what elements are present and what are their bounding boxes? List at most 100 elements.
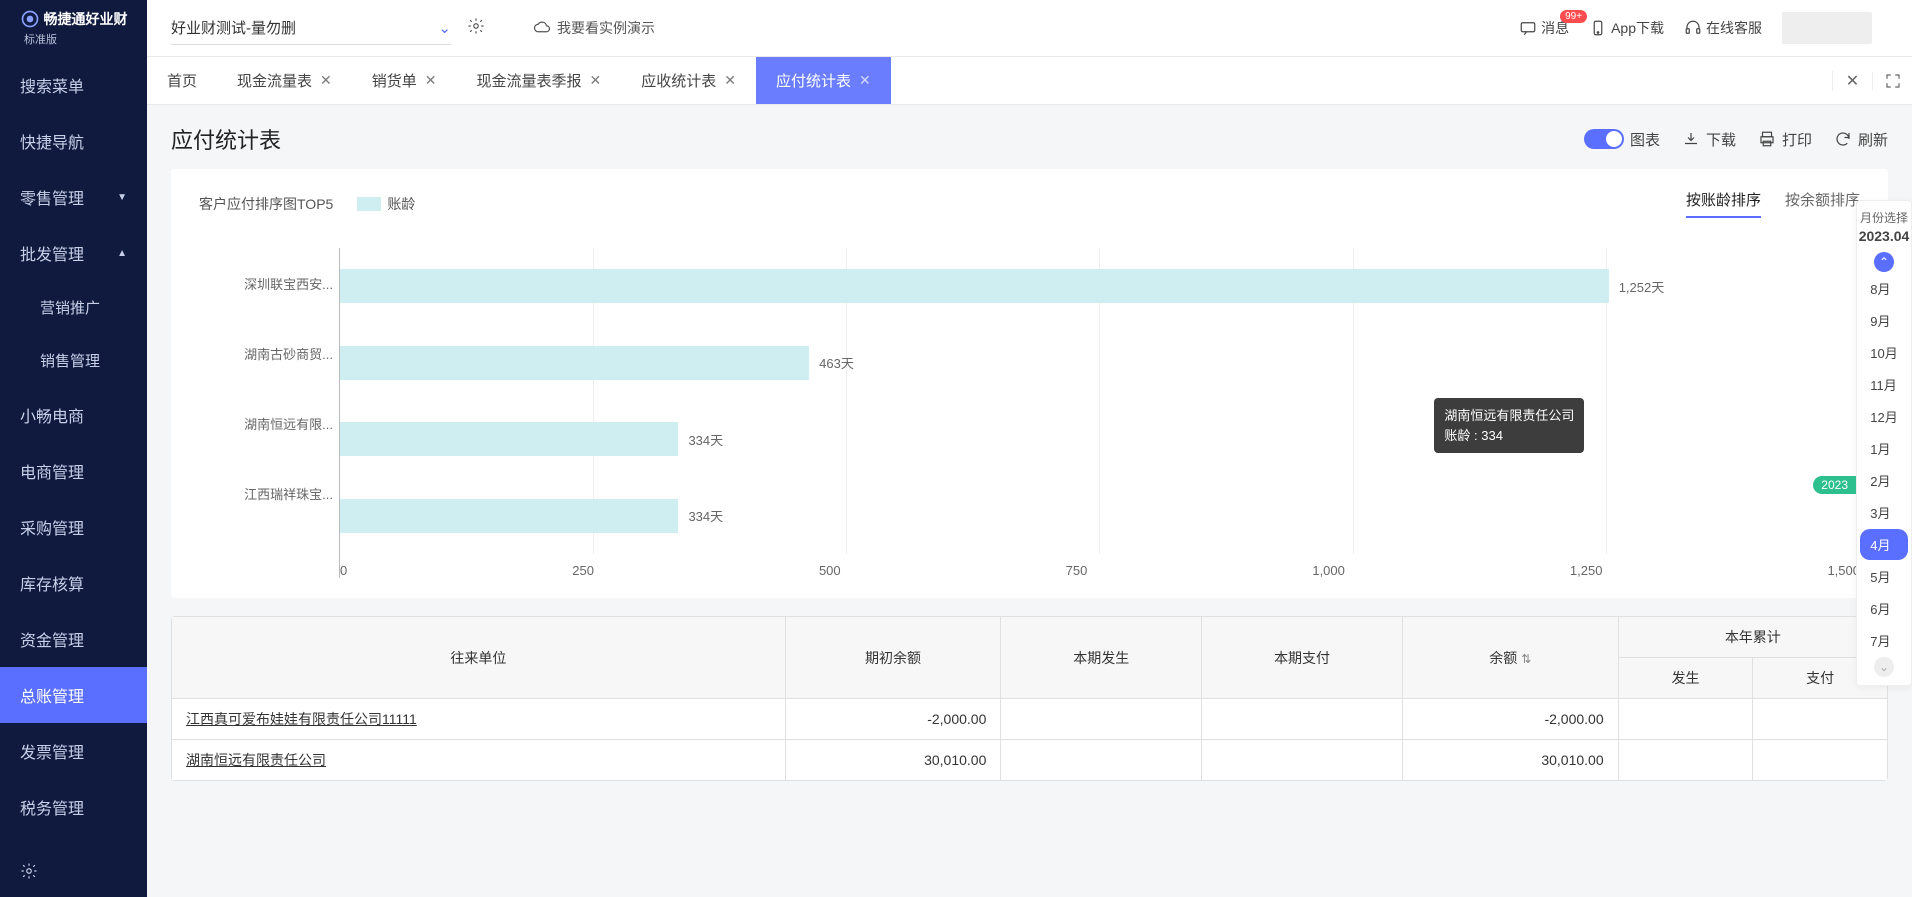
chart-plot: 1,252天463天334天334天 02505007501,0001,2501… (339, 248, 1860, 578)
app-download-link[interactable]: App下载 (1589, 18, 1664, 38)
rail-scroll-down[interactable]: ⌄ (1874, 657, 1894, 677)
col-balance[interactable]: 余额⇅ (1402, 617, 1618, 699)
fullscreen-toggle[interactable] (1872, 72, 1912, 90)
col-occur[interactable]: 本期发生 (1001, 617, 1202, 699)
sidebar-item[interactable]: 零售管理▼ (0, 169, 147, 225)
app-label: App下载 (1611, 18, 1664, 38)
sort-icon[interactable]: ⇅ (1521, 652, 1531, 666)
bar[interactable] (340, 499, 678, 533)
content: 首页现金流量表✕销货单✕现金流量表季报✕应收统计表✕应付统计表✕ ✕ 应付统计表… (147, 57, 1912, 897)
month-option[interactable]: 4月 (1860, 529, 1907, 560)
support-link[interactable]: 在线客服 (1684, 18, 1762, 38)
x-tick-label: 500 (819, 563, 841, 578)
close-all-tabs[interactable]: ✕ (1832, 71, 1872, 91)
messages-link[interactable]: 消息 99+ (1519, 18, 1569, 38)
col-opening[interactable]: 期初余额 (785, 617, 1001, 699)
print-button[interactable]: 打印 (1758, 129, 1812, 150)
sidebar-item[interactable]: 采购管理 (0, 499, 147, 555)
chart-toggle[interactable]: 图表 (1584, 129, 1660, 150)
month-option[interactable]: 5月 (1860, 561, 1907, 592)
bar[interactable] (340, 422, 678, 456)
sidebar-item[interactable]: 快捷导航 (0, 113, 147, 169)
download-icon (1682, 130, 1700, 148)
month-option[interactable]: 3月 (1860, 497, 1907, 528)
bar-category-label: 深圳联宝西安... (199, 274, 339, 293)
download-button[interactable]: 下载 (1682, 129, 1736, 150)
bar-category-label: 江西瑞祥珠宝... (199, 484, 339, 503)
page-title: 应付统计表 (171, 123, 281, 155)
unit-link[interactable]: 湖南恒远有限责任公司 (186, 752, 326, 768)
rail-scroll-up[interactable]: ⌃ (1874, 252, 1894, 272)
month-rail: 月份选择 2023.04 ⌃ 8月9月10月11月12月1月2月3月4月5月6月… (1856, 200, 1912, 686)
year-badge: 2023 (1813, 476, 1856, 494)
bar[interactable] (340, 269, 1609, 303)
tabs-bar: 首页现金流量表✕销货单✕现金流量表季报✕应收统计表✕应付统计表✕ ✕ (147, 57, 1912, 105)
company-select[interactable]: 好业财测试-量勿删 ⌄ (171, 11, 451, 45)
month-option[interactable]: 2月 (1860, 465, 1907, 496)
tab[interactable]: 首页 (147, 57, 217, 104)
sidebar-item[interactable]: 销售管理 (0, 334, 147, 387)
print-icon (1758, 130, 1776, 148)
bar-category-label: 湖南恒远有限... (199, 414, 339, 433)
gear-icon (20, 862, 38, 880)
bar-value-label: 1,252天 (1619, 277, 1665, 296)
demo-link[interactable]: 我要看实例演示 (533, 18, 655, 38)
rail-year: 2023.04 (1859, 228, 1910, 244)
month-option[interactable]: 12月 (1860, 401, 1907, 432)
month-option[interactable]: 10月 (1860, 337, 1907, 368)
col-ytd-occur[interactable]: 发生 (1618, 658, 1753, 699)
month-option[interactable]: 9月 (1860, 305, 1907, 336)
tab-close-icon[interactable]: ✕ (724, 72, 736, 89)
sidebar-item[interactable]: 库存核算 (0, 555, 147, 611)
demo-label: 我要看实例演示 (557, 18, 655, 38)
x-tick-label: 250 (572, 563, 594, 578)
rail-title: 月份选择 (1860, 209, 1908, 226)
sort-tab[interactable]: 按余额排序 (1785, 189, 1860, 218)
x-tick-label: 0 (340, 563, 347, 578)
payable-table: 往来单位 期初余额 本期发生 本期支付 余额⇅ 本年累计 发生 支付 江西真可爱… (171, 616, 1888, 781)
tab[interactable]: 销货单✕ (352, 57, 457, 104)
legend-label: 账龄 (387, 194, 415, 214)
table-row: 江西真可爱布娃娃有限责任公司11111-2,000.00-2,000.00 (172, 699, 1888, 740)
month-option[interactable]: 6月 (1860, 593, 1907, 624)
chart-label: 图表 (1630, 129, 1660, 150)
col-ytd[interactable]: 本年累计 (1618, 617, 1887, 658)
brand-logo-icon (20, 9, 40, 29)
tab[interactable]: 应收统计表✕ (621, 57, 756, 104)
sidebar-item[interactable]: 小畅电商 (0, 387, 147, 443)
tab-close-icon[interactable]: ✕ (425, 72, 437, 89)
page-actions: 图表 下载 打印 刷新 (1584, 129, 1888, 150)
month-option[interactable]: 1月 (1860, 433, 1907, 464)
sidebar-item[interactable]: 批发管理▲ (0, 225, 147, 281)
topbar-right: 消息 99+ App下载 在线客服 (1519, 12, 1912, 44)
tab[interactable]: 应付统计表✕ (756, 57, 891, 104)
month-option[interactable]: 7月 (1860, 625, 1907, 656)
tab[interactable]: 现金流量表✕ (217, 57, 352, 104)
tab-close-icon[interactable]: ✕ (859, 72, 871, 89)
month-option[interactable]: 11月 (1860, 369, 1907, 400)
sidebar-settings[interactable] (0, 850, 147, 897)
bar[interactable] (340, 346, 809, 380)
sidebar-item[interactable]: 营销推广 (0, 281, 147, 334)
sidebar-item[interactable]: 总账管理 (0, 667, 147, 723)
user-avatar[interactable] (1782, 12, 1872, 44)
sidebar-item[interactable]: 搜索菜单 (0, 57, 147, 113)
chart-tooltip: 湖南恒远有限责任公司 账龄 : 334 (1434, 398, 1584, 453)
unit-link[interactable]: 江西真可爱布娃娃有限责任公司11111 (186, 711, 417, 727)
sidebar-item[interactable]: 税务管理 (0, 779, 147, 835)
month-option[interactable]: 8月 (1860, 273, 1907, 304)
refresh-button[interactable]: 刷新 (1834, 129, 1888, 150)
chart-title: 客户应付排序图TOP5 (199, 194, 333, 214)
sidebar: 搜索菜单快捷导航零售管理▼批发管理▲营销推广销售管理小畅电商电商管理采购管理库存… (0, 57, 147, 897)
sidebar-item[interactable]: 发票管理 (0, 723, 147, 779)
tab[interactable]: 现金流量表季报✕ (457, 57, 622, 104)
col-unit[interactable]: 往来单位 (172, 617, 786, 699)
toggle-switch[interactable] (1584, 129, 1624, 149)
gear-icon[interactable] (467, 17, 485, 40)
sort-tab[interactable]: 按账龄排序 (1686, 189, 1761, 218)
col-paid[interactable]: 本期支付 (1202, 617, 1403, 699)
tab-close-icon[interactable]: ✕ (320, 72, 332, 89)
sidebar-item[interactable]: 资金管理 (0, 611, 147, 667)
sidebar-item[interactable]: 电商管理 (0, 443, 147, 499)
tab-close-icon[interactable]: ✕ (590, 72, 602, 89)
